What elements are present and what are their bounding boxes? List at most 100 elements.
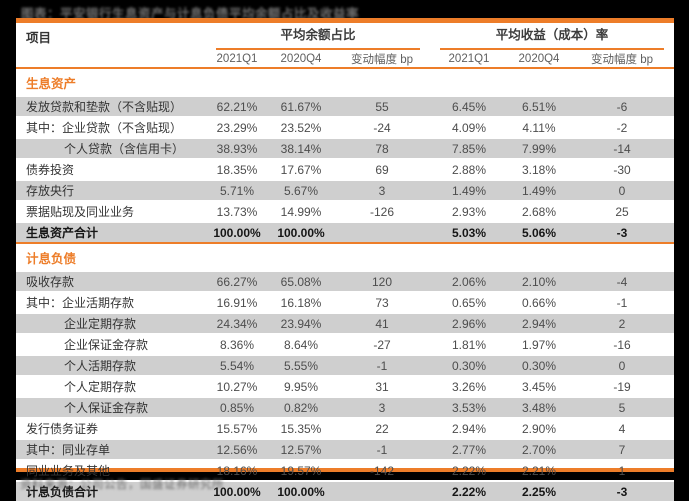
table-row: 其中：企业贷款（不含贴现） 23.29% 23.52% -24 4.09% 4.… (16, 116, 674, 138)
cell-2020q4-balance: 14.99% (268, 200, 334, 222)
cell-change-bp-balance: 31 (334, 375, 430, 397)
cell-change-bp-balance: -1 (334, 354, 430, 376)
cell-2021q1-balance: 16.91% (206, 291, 268, 313)
cell-change-bp-rate: 4 (570, 417, 674, 439)
section-header-label: 计息负债 (16, 242, 674, 271)
cell-change-bp-balance: 55 (334, 95, 430, 117)
table-row: 票据贴现及同业业务 13.73% 14.99% -126 2.93% 2.68%… (16, 200, 674, 222)
cell-2020q4-balance: 38.14% (268, 137, 334, 159)
table-card: 项目 平均余额占比 平均收益（成本）率 2021Q1 2020Q4 变动幅度 b… (16, 18, 674, 501)
column-group-yield-cost-rate: 平均收益（成本）率 (430, 23, 674, 50)
cell-2021q1-rate: 4.09% (430, 116, 508, 138)
cell-2021q1-balance: 100.00% (206, 221, 268, 243)
cell-2020q4-rate: 2.90% (508, 417, 570, 439)
cell-2021q1-balance: 5.54% (206, 354, 268, 376)
cell-2021q1-balance: 18.35% (206, 158, 268, 180)
cell-2020q4-balance: 8.64% (268, 333, 334, 355)
cell-2021q1-balance: 38.93% (206, 137, 268, 159)
cell-change-bp-rate: -3 (570, 480, 674, 501)
cell-2020q4-rate: 1.97% (508, 333, 570, 355)
cell-2020q4-balance: 17.67% (268, 158, 334, 180)
subcol-2021q1-balance: 2021Q1 (216, 52, 258, 65)
cell-2021q1-rate: 2.93% (430, 200, 508, 222)
row-label: 个人保证金存款 (16, 396, 206, 418)
row-label: 计息负债合计 (16, 480, 206, 501)
row-label: 其中：企业贷款（不含贴现） (16, 116, 206, 138)
cell-2020q4-balance: 23.52% (268, 116, 334, 138)
cell-2020q4-rate: 3.45% (508, 375, 570, 397)
cell-2020q4-balance: 19.57% (268, 459, 334, 481)
cell-2021q1-balance: 10.27% (206, 375, 268, 397)
cell-2021q1-rate: 3.26% (430, 375, 508, 397)
subcol-change-bp-balance: 变动幅度 bp (351, 53, 413, 66)
cell-2020q4-rate: 4.11% (508, 116, 570, 138)
cell-2021q1-rate: 1.81% (430, 333, 508, 355)
row-label: 其中：同业存单 (16, 438, 206, 460)
table-row: 吸收存款 66.27% 65.08% 120 2.06% 2.10% -4 (16, 270, 674, 292)
cell-2021q1-rate: 2.94% (430, 417, 508, 439)
cell-2020q4-rate: 2.68% (508, 200, 570, 222)
cell-2020q4-rate: 2.94% (508, 312, 570, 334)
cell-2020q4-balance: 0.82% (268, 396, 334, 418)
subcol-2020q4-balance: 2020Q4 (280, 52, 322, 65)
cell-2020q4-balance: 15.35% (268, 417, 334, 439)
cell-change-bp-balance: 3 (334, 396, 430, 418)
cell-change-bp-balance: 73 (334, 291, 430, 313)
row-label: 发放贷款和垫款（不含贴现） (16, 95, 206, 117)
cell-2021q1-rate: 2.06% (430, 270, 508, 292)
table-row: 发行债务证券 15.57% 15.35% 22 2.94% 2.90% 4 (16, 417, 674, 439)
cell-2020q4-rate: 3.48% (508, 396, 570, 418)
subcol-2020q4-rate: 2020Q4 (518, 52, 560, 65)
header-group-row: 项目 平均余额占比 平均收益（成本）率 (16, 23, 674, 50)
section-header-label: 生息资产 (16, 67, 674, 96)
column-header-item: 项目 (26, 31, 52, 45)
row-label: 企业定期存款 (16, 312, 206, 334)
subcol-2021q1-rate: 2021Q1 (448, 52, 490, 65)
cell-2021q1-balance: 66.27% (206, 270, 268, 292)
table-row: 同业业务及其他 18.16% 19.57% -142 2.22% 2.21% 1 (16, 459, 674, 481)
cell-change-bp-rate: -1 (570, 291, 674, 313)
cell-2021q1-rate: 0.30% (430, 354, 508, 376)
cell-2020q4-balance: 61.67% (268, 95, 334, 117)
cell-change-bp-rate: -14 (570, 137, 674, 159)
cell-2021q1-balance: 0.85% (206, 396, 268, 418)
cell-change-bp-balance: 120 (334, 270, 430, 292)
cell-2021q1-rate: 2.22% (430, 459, 508, 481)
cell-2020q4-balance: 100.00% (268, 480, 334, 501)
cell-2020q4-rate: 5.06% (508, 221, 570, 243)
cell-2021q1-balance: 18.16% (206, 459, 268, 481)
cell-2020q4-rate: 0.66% (508, 291, 570, 313)
cell-change-bp-rate: -30 (570, 158, 674, 180)
cell-2021q1-balance: 15.57% (206, 417, 268, 439)
cell-2020q4-rate: 2.70% (508, 438, 570, 460)
table-row: 计息负债合计 100.00% 100.00% 2.22% 2.25% -3 (16, 480, 674, 501)
cell-change-bp-balance: 69 (334, 158, 430, 180)
cell-change-bp-balance: 78 (334, 137, 430, 159)
row-label: 债券投资 (16, 158, 206, 180)
row-label: 企业保证金存款 (16, 333, 206, 355)
cell-change-bp-balance: -24 (334, 116, 430, 138)
table-row: 债券投资 18.35% 17.67% 69 2.88% 3.18% -30 (16, 158, 674, 180)
cell-change-bp-rate: 25 (570, 200, 674, 222)
cell-2021q1-rate: 6.45% (430, 95, 508, 117)
table-row: 发放贷款和垫款（不含贴现） 62.21% 61.67% 55 6.45% 6.5… (16, 95, 674, 117)
cell-change-bp-rate: -3 (570, 221, 674, 243)
cell-2021q1-balance: 12.56% (206, 438, 268, 460)
cell-change-bp-rate: 0 (570, 179, 674, 201)
cell-2020q4-rate: 2.10% (508, 270, 570, 292)
table-row: 生息资产合计 100.00% 100.00% 5.03% 5.06% -3 (16, 221, 674, 243)
row-label: 存放央行 (16, 179, 206, 201)
table-row: 企业保证金存款 8.36% 8.64% -27 1.81% 1.97% -16 (16, 333, 674, 355)
table-row: 存放央行 5.71% 5.67% 3 1.49% 1.49% 0 (16, 179, 674, 201)
cell-2021q1-rate: 3.53% (430, 396, 508, 418)
cell-2021q1-rate: 0.65% (430, 291, 508, 313)
cell-2020q4-balance: 5.67% (268, 179, 334, 201)
cell-2020q4-rate: 1.49% (508, 179, 570, 201)
cell-change-bp-rate: -4 (570, 270, 674, 292)
figure-title: 图表：平安银行生息资产与计息负债平均余额占比及收益率 (21, 7, 360, 21)
cell-change-bp-balance: -27 (334, 333, 430, 355)
cell-change-bp-rate: 1 (570, 459, 674, 481)
cell-2021q1-balance: 8.36% (206, 333, 268, 355)
cell-change-bp-rate: -19 (570, 375, 674, 397)
cell-2021q1-balance: 24.34% (206, 312, 268, 334)
